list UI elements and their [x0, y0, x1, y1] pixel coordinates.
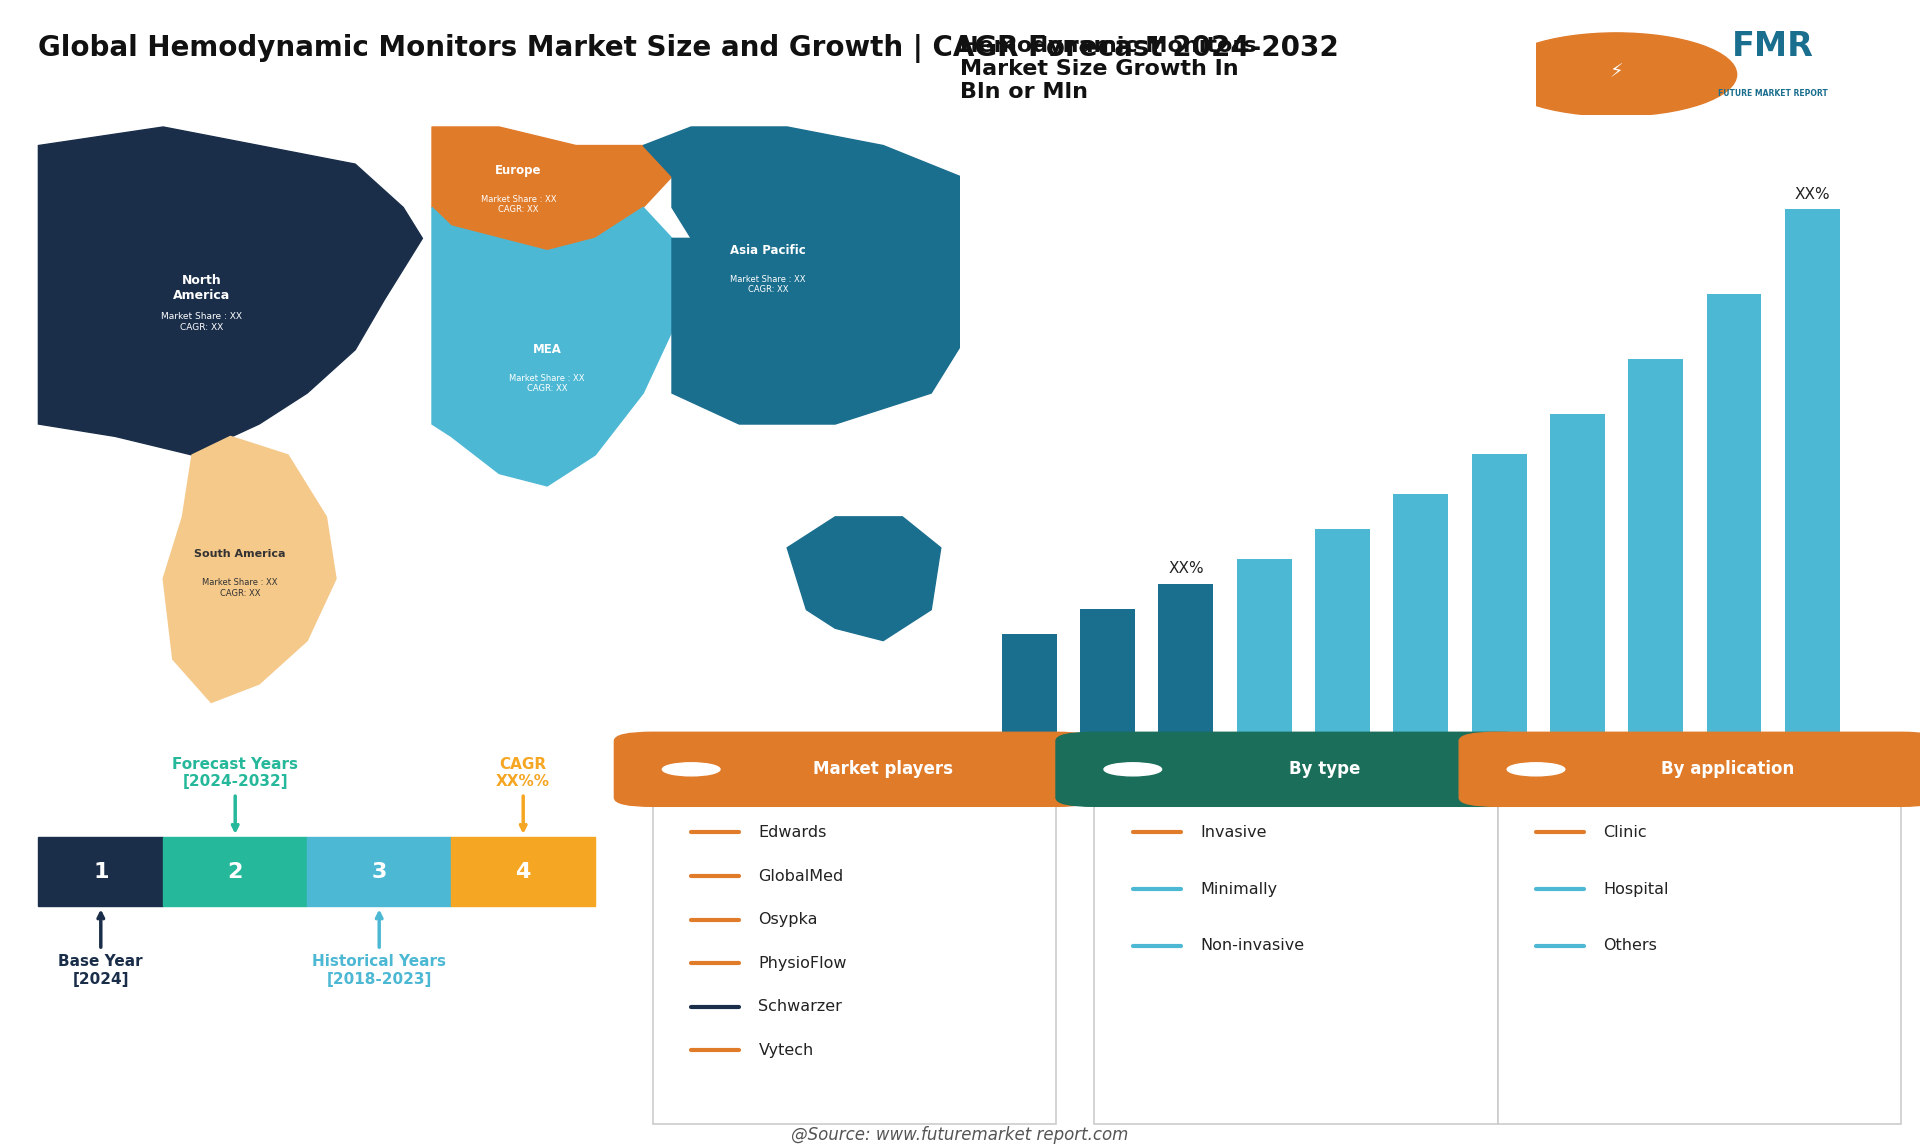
Bar	[1786, 209, 1839, 733]
Bar	[1394, 494, 1448, 733]
Polygon shape	[643, 127, 970, 300]
Bar	[1628, 359, 1684, 733]
Text: Historical Years
[2018-2023]: Historical Years [2018-2023]	[313, 955, 445, 987]
Text: Minimally: Minimally	[1200, 881, 1277, 896]
FancyBboxPatch shape	[307, 837, 451, 906]
Text: Global Hemodynamic Monitors Market Size and Growth | CAGR Forecast 2024-2032: Global Hemodynamic Monitors Market Size …	[38, 34, 1338, 63]
Text: ⚡: ⚡	[1609, 63, 1622, 81]
FancyBboxPatch shape	[1459, 732, 1920, 807]
Text: Vytech: Vytech	[758, 1043, 814, 1058]
Text: @Source: www.futuremarket report.com: @Source: www.futuremarket report.com	[791, 1127, 1129, 1144]
Text: Non-invasive: Non-invasive	[1200, 939, 1304, 953]
Text: Edwards: Edwards	[758, 825, 828, 840]
Polygon shape	[432, 127, 672, 251]
Circle shape	[1104, 763, 1162, 776]
Text: Market Share : XX
CAGR: XX: Market Share : XX CAGR: XX	[509, 374, 586, 393]
Text: MEA: MEA	[532, 344, 563, 356]
FancyBboxPatch shape	[1056, 732, 1536, 807]
Text: Market Share : XX
CAGR: XX: Market Share : XX CAGR: XX	[730, 275, 806, 295]
Circle shape	[662, 763, 720, 776]
Text: 2: 2	[227, 862, 244, 881]
Text: XX%: XX%	[1167, 562, 1204, 576]
Text: North
America: North America	[173, 274, 230, 301]
Text: Hospital: Hospital	[1603, 881, 1668, 896]
Bar	[1236, 558, 1292, 733]
Text: Clinic: Clinic	[1603, 825, 1647, 840]
Polygon shape	[163, 437, 336, 702]
Circle shape	[1507, 763, 1565, 776]
FancyBboxPatch shape	[38, 837, 163, 906]
Text: Others: Others	[1603, 939, 1657, 953]
Text: 1: 1	[92, 862, 109, 881]
Text: Market players: Market players	[814, 760, 952, 778]
Bar	[1081, 609, 1135, 733]
Polygon shape	[787, 517, 941, 641]
FancyBboxPatch shape	[451, 837, 595, 906]
Bar	[1002, 634, 1056, 733]
FancyBboxPatch shape	[1498, 798, 1901, 1124]
FancyBboxPatch shape	[1094, 798, 1498, 1124]
Circle shape	[1496, 33, 1738, 116]
Polygon shape	[38, 127, 422, 455]
Bar	[1549, 414, 1605, 733]
FancyBboxPatch shape	[163, 837, 307, 906]
Text: 4: 4	[515, 862, 532, 881]
FancyBboxPatch shape	[653, 798, 1056, 1124]
Polygon shape	[432, 207, 672, 486]
Text: FMR: FMR	[1732, 30, 1814, 63]
FancyBboxPatch shape	[614, 732, 1094, 807]
Text: South America: South America	[194, 549, 286, 559]
Bar	[1315, 528, 1369, 733]
Text: By application: By application	[1661, 760, 1795, 778]
Text: Osypka: Osypka	[758, 912, 818, 927]
Text: CAGR
XX%%: CAGR XX%%	[495, 756, 551, 788]
Text: Market Share : XX
CAGR: XX: Market Share : XX CAGR: XX	[161, 312, 242, 331]
Bar	[1707, 293, 1761, 733]
Bar	[1473, 454, 1526, 733]
Text: 3: 3	[371, 862, 388, 881]
Text: Europe: Europe	[495, 164, 541, 176]
Text: XX%: XX%	[1795, 187, 1830, 202]
Text: Hemodynamic Monitors
Market Size Growth In
Bln or Mln: Hemodynamic Monitors Market Size Growth …	[960, 36, 1256, 102]
Text: FUTURE MARKET REPORT: FUTURE MARKET REPORT	[1718, 89, 1828, 97]
Text: Market Share : XX
CAGR: XX: Market Share : XX CAGR: XX	[480, 195, 557, 214]
Bar	[1158, 583, 1213, 733]
Text: Forecast Years
[2024-2032]: Forecast Years [2024-2032]	[173, 756, 298, 788]
Text: PhysioFlow: PhysioFlow	[758, 956, 847, 971]
Text: Base Year
[2024]: Base Year [2024]	[58, 955, 144, 987]
Text: Schwarzer: Schwarzer	[758, 999, 843, 1014]
Text: Asia Pacific: Asia Pacific	[730, 244, 806, 257]
Text: GlobalMed: GlobalMed	[758, 869, 843, 884]
Polygon shape	[672, 238, 970, 424]
Text: Invasive: Invasive	[1200, 825, 1267, 840]
Text: By type: By type	[1288, 760, 1361, 778]
Text: Market Share : XX
CAGR: XX: Market Share : XX CAGR: XX	[202, 579, 278, 598]
